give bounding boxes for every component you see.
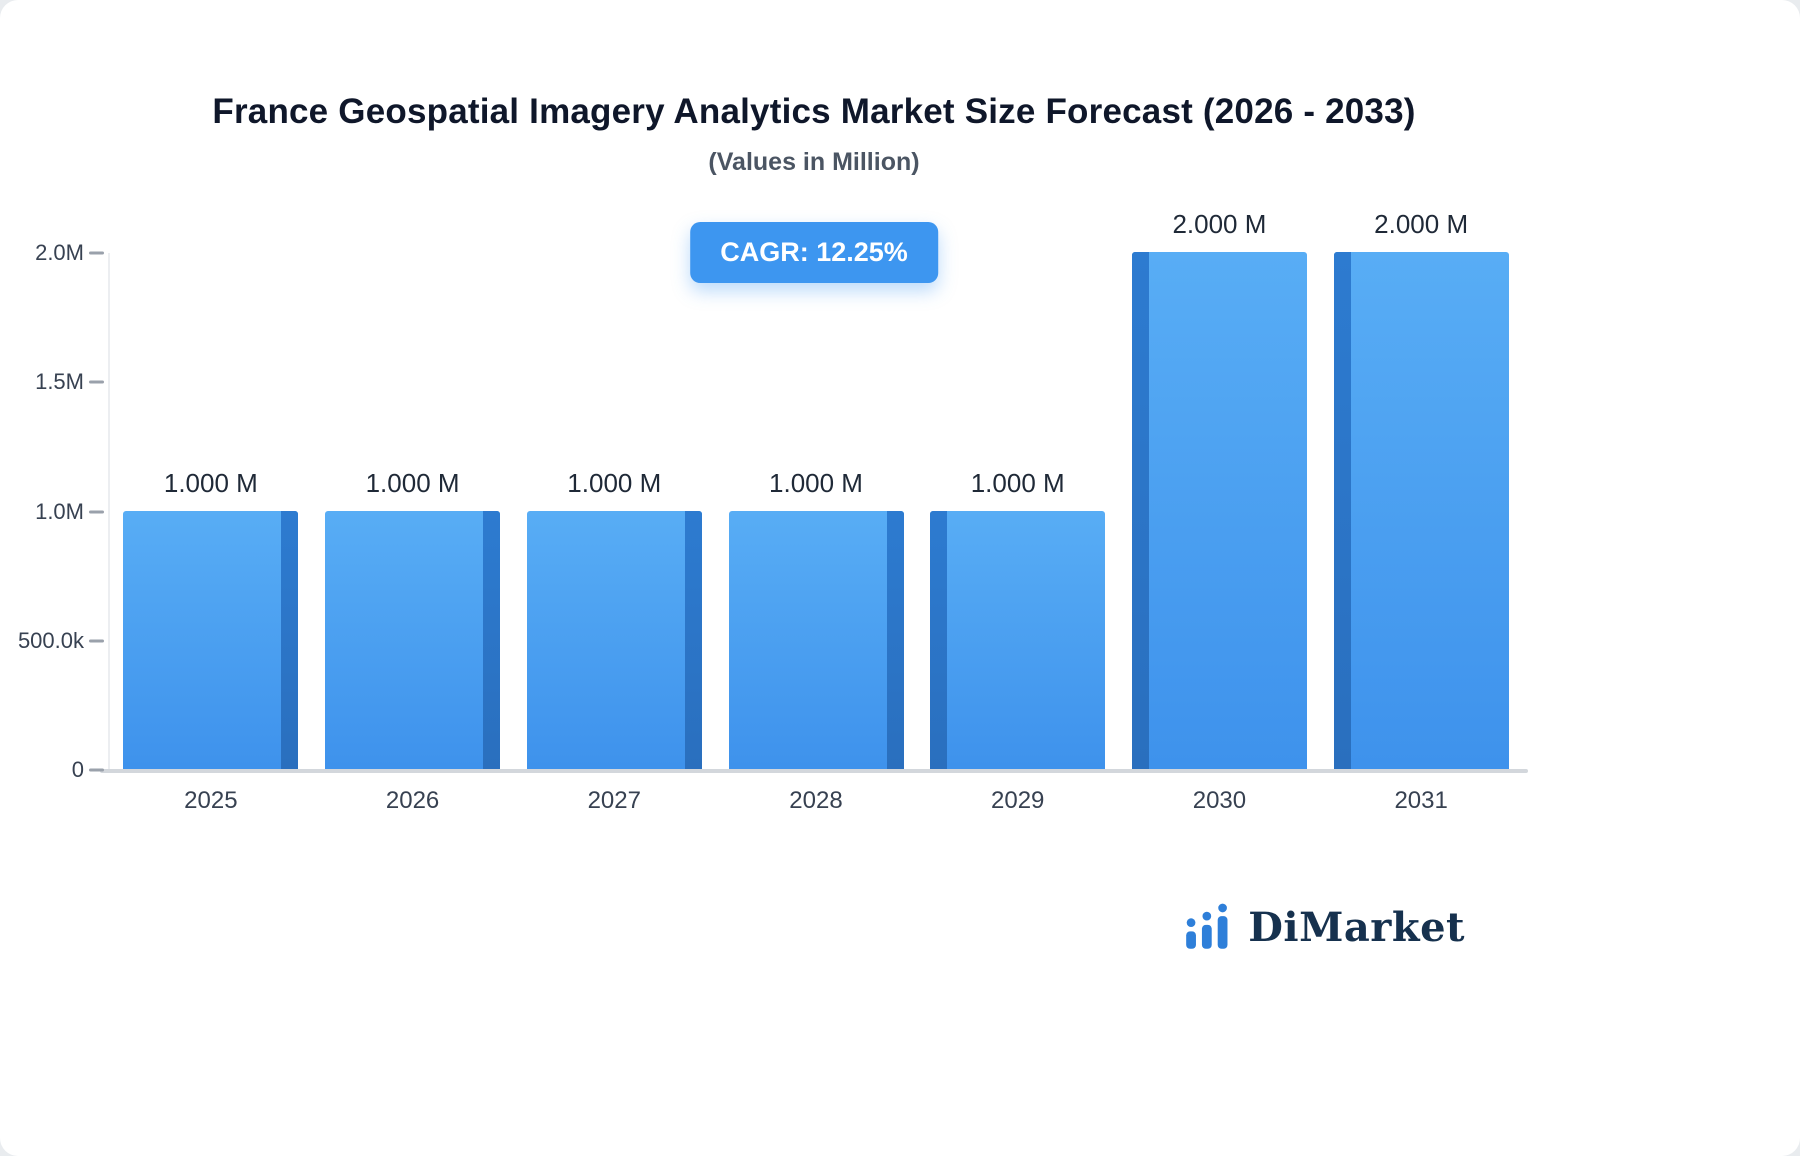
bar-value-label: 1.000 M [365,467,460,498]
x-axis-category-label: 2030 [1192,787,1247,814]
y-axis-tick-mark [89,251,104,255]
x-axis-category-label: 2031 [1394,787,1448,814]
bar-value-label: 1.000 M [970,467,1065,498]
bar[interactable] [1333,252,1509,769]
x-axis-category-label: 2029 [991,787,1045,814]
bar-value-label: 2.000 M [1374,209,1469,239]
brand-name: DiMarket [1248,903,1465,951]
bar-side-shade [1131,252,1149,769]
bar-value-label: 1.000 M [769,467,863,498]
bar-chart-logo-icon [1184,903,1234,951]
plot-area: 0 500.0k 1.0M 1.5M 2.0M 1.000 M 2025 1.000 M 202… [18,209,1528,814]
cagr-badge: CAGR: 12.25% [690,222,938,283]
bar-value-label: 1.000 M [567,467,662,498]
bar-side-shade [483,510,501,769]
y-axis-tick-label: 1.5M [35,369,84,395]
y-axis-tick-mark [89,768,104,772]
x-axis-category-label: 2025 [184,787,238,814]
y-axis-tick-mark [89,510,104,513]
bar-value-label: 1.000 M [163,467,258,498]
chart-header: France Geospatial Imagery Analytics Mark… [108,92,1520,177]
bar[interactable] [728,510,904,769]
y-axis-tick-mark [89,380,104,384]
bar-side-shade [886,510,904,769]
bar-side-shade [1333,252,1351,769]
y-axis-tick-label: 1.0M [35,498,84,524]
bar[interactable] [1131,252,1307,769]
bar-side-shade [930,510,948,769]
x-axis-category-label: 2026 [385,787,440,814]
y-axis-tick-label: 2.0M [35,240,84,265]
brand-logo: DiMarket [1184,903,1465,951]
bar-side-shade [281,510,299,769]
bar-side-shade [684,510,702,769]
bar[interactable] [123,510,299,769]
y-axis-tick-label: 500.0k [17,627,84,653]
y-axis-tick-label: 0 [71,757,84,782]
x-axis-category-label: 2027 [587,787,641,814]
x-axis-baseline [100,769,1528,773]
bar[interactable] [930,510,1106,769]
chart-subtitle: (Values in Million) [708,148,920,176]
bar-value-label: 2.000 M [1172,209,1267,239]
y-axis-tick-mark [89,639,104,643]
bar[interactable] [325,510,501,769]
chart-title: France Geospatial Imagery Analytics Mark… [212,92,1416,131]
bar[interactable] [526,510,702,769]
x-axis-category-label: 2028 [789,787,843,814]
